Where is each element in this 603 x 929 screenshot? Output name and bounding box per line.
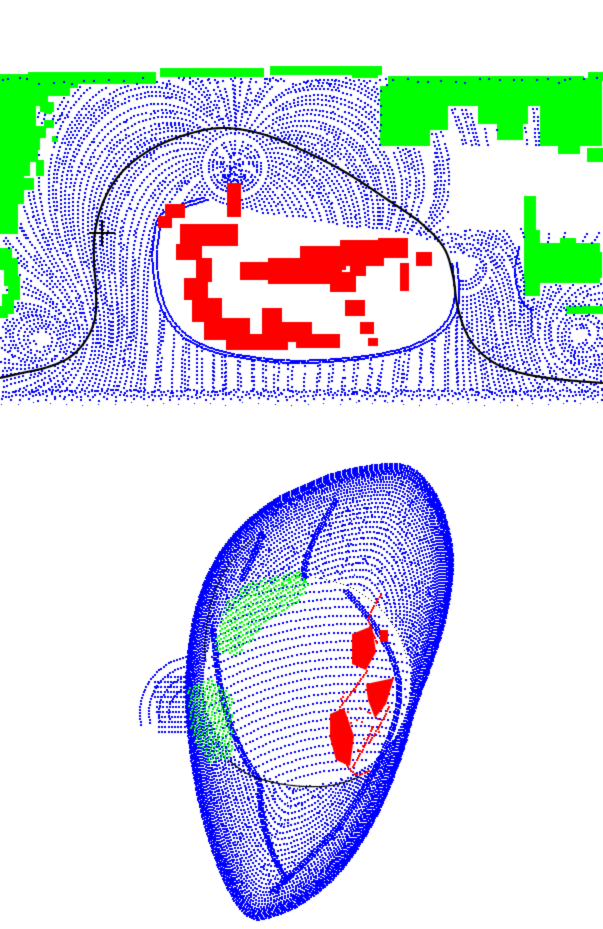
sphere-flow-panel	[0, 455, 603, 929]
world-map-flow-panel	[0, 60, 603, 410]
